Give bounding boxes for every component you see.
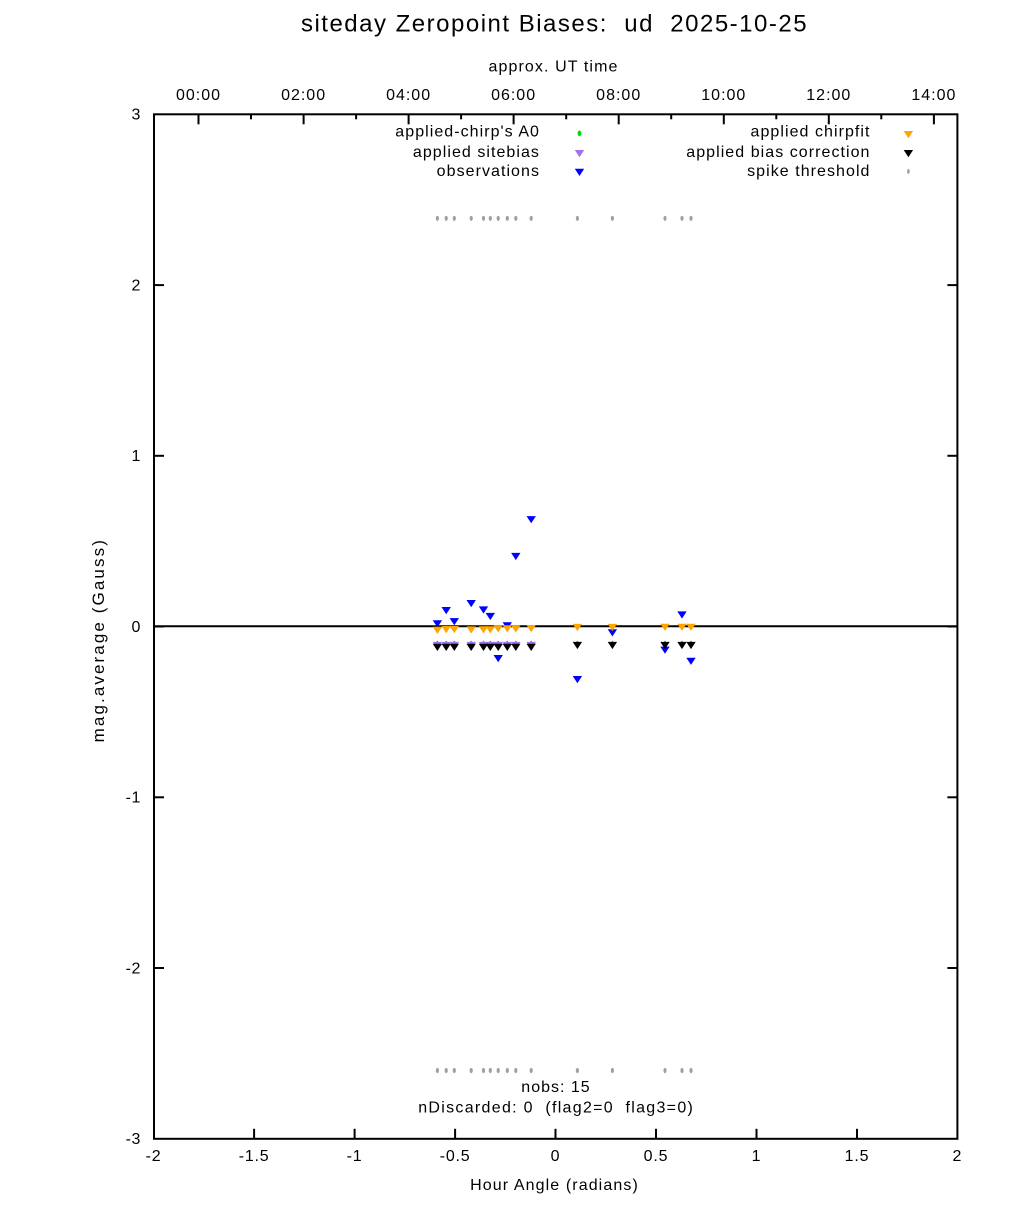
- svg-text:3: 3: [132, 107, 142, 124]
- svg-text:-1: -1: [347, 1148, 363, 1165]
- svg-text:0.5: 0.5: [644, 1148, 669, 1165]
- svg-text:applied bias correction: applied bias correction: [686, 144, 870, 161]
- svg-text:applied-chirp's A0: applied-chirp's A0: [395, 124, 540, 141]
- svg-text:spike threshold: spike threshold: [747, 163, 870, 180]
- svg-text:06:00: 06:00: [491, 87, 536, 104]
- svg-text:00:00: 00:00: [176, 87, 221, 104]
- svg-text:2: 2: [953, 1148, 963, 1165]
- svg-text:12:00: 12:00: [806, 87, 851, 104]
- svg-text:-1.5: -1.5: [239, 1148, 270, 1165]
- svg-text:2: 2: [132, 277, 142, 294]
- svg-text:approx. UT time: approx. UT time: [488, 58, 618, 75]
- svg-text:nDiscarded: 0 (flag2=0 flag3: nDiscarded: 0 (flag2=0 flag3=0): [418, 1100, 694, 1117]
- svg-text:08:00: 08:00: [596, 87, 641, 104]
- svg-text:14:00: 14:00: [911, 87, 956, 104]
- svg-text:-2: -2: [126, 960, 141, 977]
- svg-text:mag.average (Gauss): mag.average (Gauss): [89, 538, 108, 742]
- svg-text:04:00: 04:00: [386, 87, 431, 104]
- svg-text:1.5: 1.5: [845, 1148, 870, 1165]
- svg-text:applied chirpfit: applied chirpfit: [751, 124, 871, 141]
- svg-text:siteday Zeropoint Biases: ud: siteday Zeropoint Biases: ud 2025-10-25: [301, 10, 808, 37]
- svg-text:10:00: 10:00: [701, 87, 746, 104]
- svg-text:-2: -2: [146, 1148, 162, 1165]
- svg-text:-1: -1: [126, 790, 141, 807]
- svg-text:1: 1: [752, 1148, 762, 1165]
- svg-text:nobs: 15: nobs: 15: [521, 1079, 590, 1096]
- svg-text:0: 0: [551, 1148, 561, 1165]
- svg-text:applied sitebias: applied sitebias: [413, 144, 540, 161]
- svg-text:-3: -3: [126, 1131, 141, 1148]
- svg-text:1: 1: [132, 448, 142, 465]
- svg-text:-0.5: -0.5: [440, 1148, 471, 1165]
- svg-text:observations: observations: [437, 163, 540, 180]
- svg-text:02:00: 02:00: [281, 87, 326, 104]
- svg-text:Hour Angle (radians): Hour Angle (radians): [470, 1177, 639, 1194]
- svg-text:0: 0: [132, 619, 142, 636]
